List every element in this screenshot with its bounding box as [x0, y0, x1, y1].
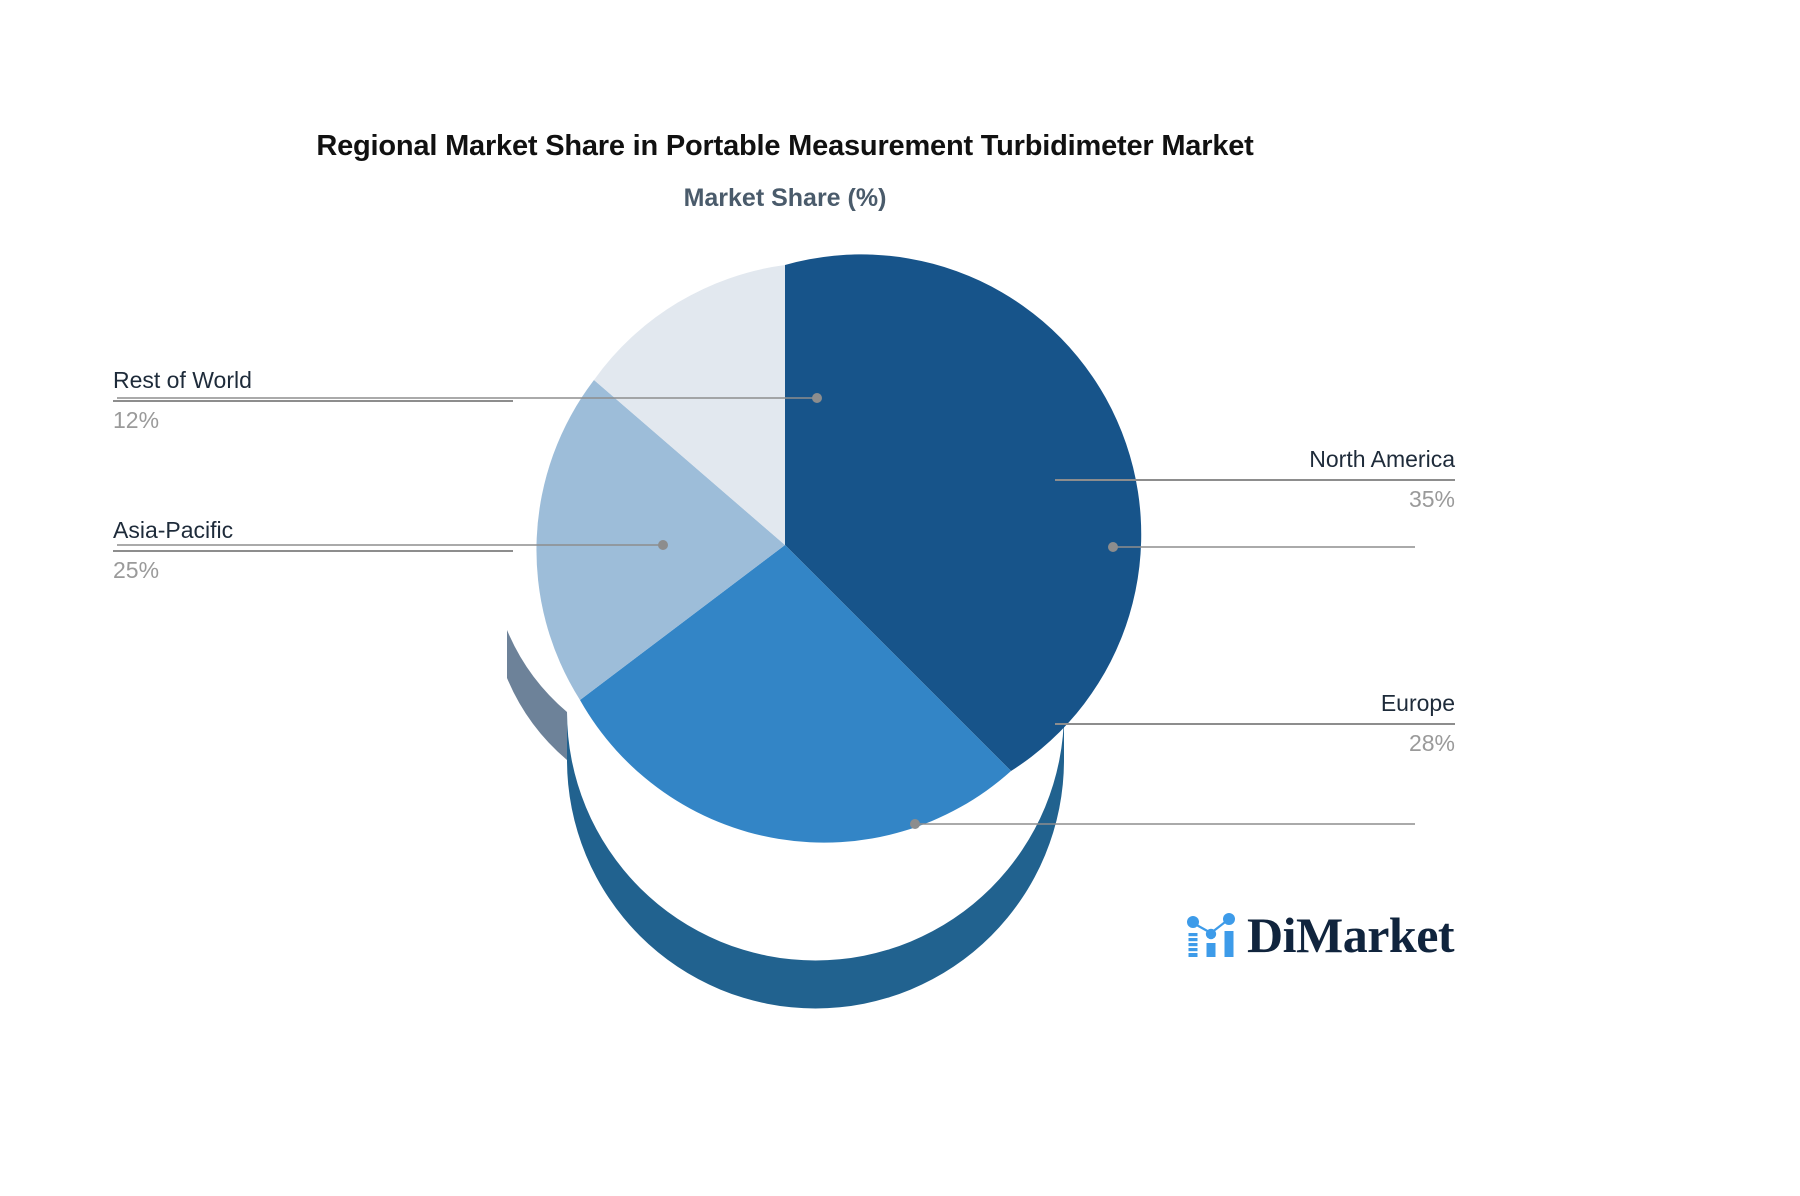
bar-chart-logo-icon — [1187, 913, 1235, 957]
callout-rule — [1055, 723, 1455, 725]
callout-label: North America — [1309, 446, 1455, 472]
callout-label: Asia-Pacific — [113, 517, 234, 543]
callout-rest-of-world: Rest of World 12% — [113, 365, 513, 435]
pie-slice-rest-of-world[interactable] — [594, 265, 785, 545]
pie-slices-group — [536, 254, 1142, 843]
callout-europe: Europe 28% — [1055, 688, 1455, 758]
callout-asia-pacific: Asia-Pacific 25% — [113, 515, 513, 585]
page-title: Regional Market Share in Portable Measur… — [316, 130, 1254, 162]
leader-dot-rest-of-world — [812, 393, 822, 403]
callout-rule — [1055, 479, 1455, 481]
brand-logo-text: DiMarket — [1247, 907, 1455, 963]
leader-dot-north-america — [1108, 542, 1118, 552]
pie-leader-lines-group — [117, 393, 1415, 829]
callout-rule — [113, 550, 513, 552]
brand-logo: DiMarket — [1185, 900, 1455, 970]
callout-value: 28% — [1408, 730, 1455, 756]
pie-depth-asia-pacific — [507, 630, 567, 760]
callout-rule — [113, 400, 513, 402]
pie-slice-north-america[interactable] — [785, 254, 1142, 771]
leader-dot-asia-pacific — [658, 540, 668, 550]
pie-slice-europe[interactable] — [580, 545, 1011, 843]
callout-value: 35% — [1408, 486, 1455, 512]
leader-dot-europe — [910, 819, 920, 829]
callout-north-america: North America 35% — [1055, 444, 1455, 514]
chart-subtitle: Market Share (%) — [683, 184, 887, 212]
pie-slice-asia-pacific[interactable] — [536, 380, 785, 700]
callout-value: 12% — [113, 407, 160, 433]
callout-label: Rest of World — [113, 367, 252, 393]
callout-value: 25% — [113, 557, 160, 583]
callout-label: Europe — [1380, 690, 1455, 716]
pie-depth-europe — [567, 712, 1064, 1009]
